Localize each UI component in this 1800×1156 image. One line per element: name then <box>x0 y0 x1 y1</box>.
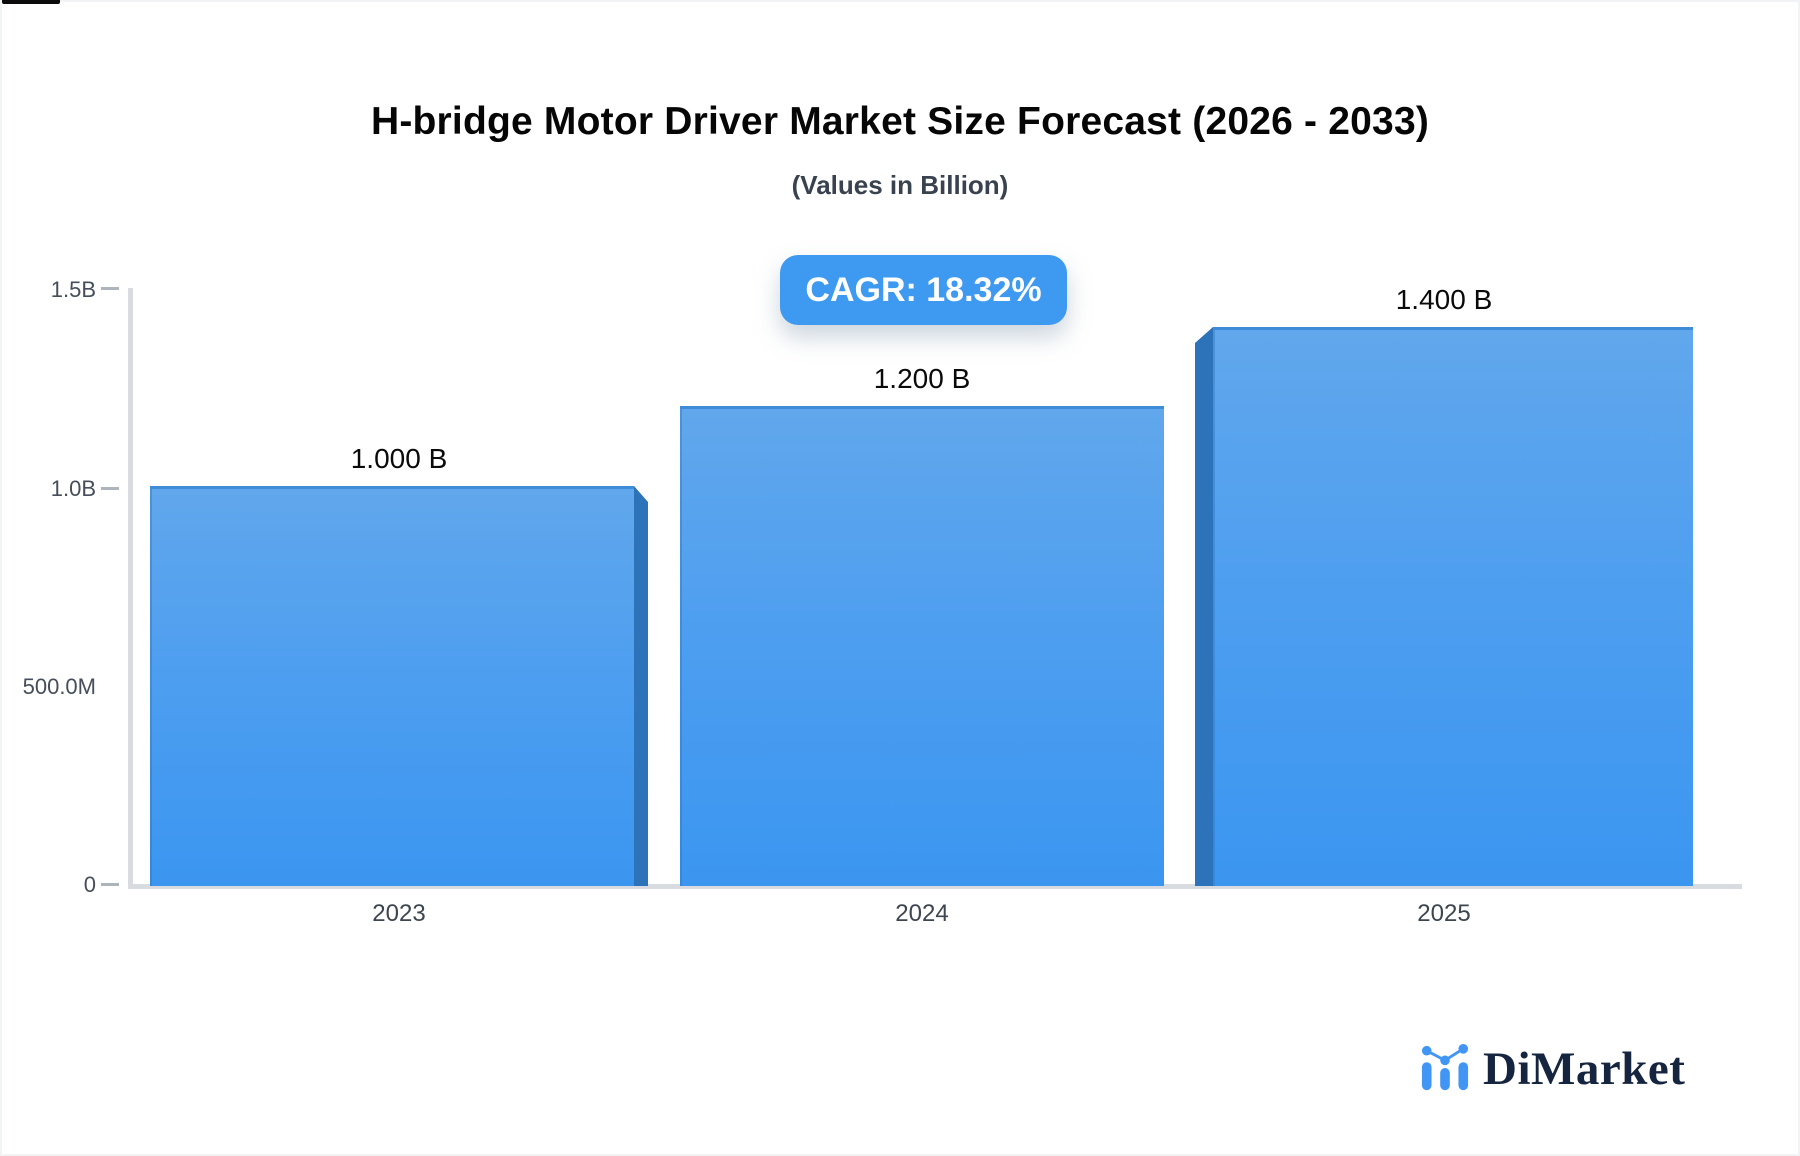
chart-title: H-bridge Motor Driver Market Size Foreca… <box>370 100 1430 143</box>
y-axis-tick <box>101 883 119 886</box>
x-axis-line <box>128 884 1742 889</box>
bar-value-label: 1.200 B <box>873 363 971 394</box>
y-axis-line <box>128 288 133 886</box>
chart-subtitle: (Values in Billion) <box>791 170 1009 200</box>
bar-face <box>150 486 634 886</box>
y-axis-tick <box>101 287 119 290</box>
bar-value-label: 1.400 B <box>1395 284 1493 315</box>
bar-value-label: 1.000 B <box>350 443 448 474</box>
bar-face <box>680 406 1164 886</box>
y-axis-label: 1.5B <box>50 277 96 302</box>
bar-3d-side <box>1195 327 1213 886</box>
y-axis-tick <box>101 487 119 490</box>
y-axis-label: 500.0M <box>22 674 96 699</box>
x-axis-label-2023: 2023 <box>372 900 426 927</box>
x-axis-label-2024: 2024 <box>895 900 949 927</box>
screen-edge-artifact <box>2 0 60 4</box>
bar-face <box>1213 327 1693 886</box>
logo-text: DiMarket <box>1483 1043 1686 1095</box>
x-axis-label-2025: 2025 <box>1417 900 1471 927</box>
y-axis-label: 1.0B <box>50 476 96 501</box>
mini-bar-line-chart-icon <box>1421 1044 1469 1091</box>
y-axis-label: 0 <box>83 872 96 897</box>
cagr-badge: CAGR: 18.32% <box>780 255 1067 325</box>
bar-3d-side <box>634 486 648 886</box>
dimarket-logo: DiMarket <box>1420 1038 1685 1094</box>
